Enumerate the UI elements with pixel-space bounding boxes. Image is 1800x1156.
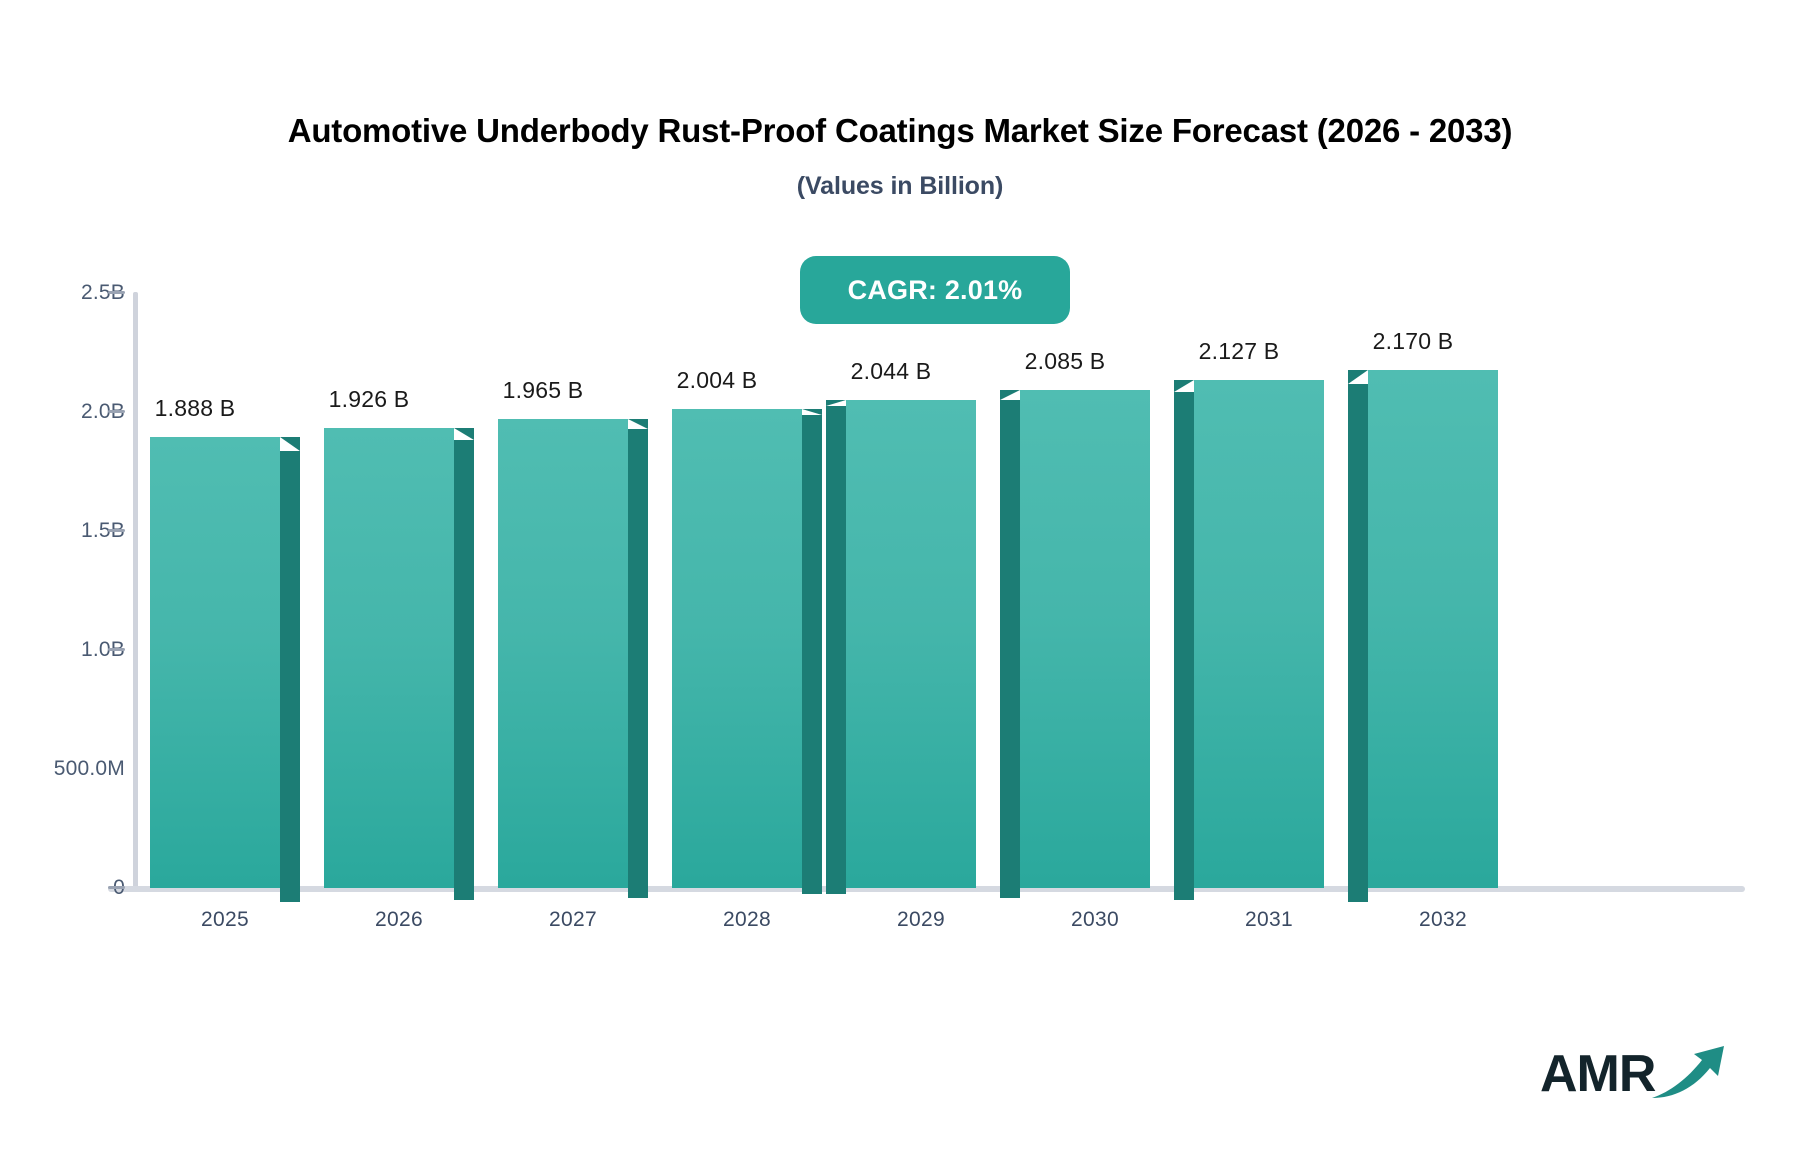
bar-side-face: [1174, 392, 1194, 900]
y-axis-tick-mark: [108, 648, 125, 651]
bar-value-label: 1.965 B: [502, 377, 584, 403]
bar-front-face: [324, 428, 454, 888]
bar-value-label: 2.085 B: [1024, 348, 1106, 374]
x-axis-tick-2031: 2031: [1245, 908, 1293, 931]
bar-side-face: [802, 415, 822, 894]
bar-front-face: [1368, 370, 1498, 888]
bar-side-face: [826, 406, 846, 894]
x-axis-tick-2025: 2025: [201, 908, 249, 931]
y-axis-tick-label: 500.0M: [53, 757, 125, 780]
bar-2032[interactable]: [1348, 370, 1498, 902]
y-axis-tick-label: 0: [0, 876, 125, 899]
bar-front-face: [1194, 380, 1324, 888]
bar-2026[interactable]: [324, 428, 474, 900]
x-axis-tick-2030: 2030: [1071, 908, 1119, 931]
bar-2029[interactable]: [826, 400, 976, 894]
y-axis-tick-mark: [108, 886, 125, 889]
bar-2027[interactable]: [498, 419, 648, 898]
bar-front-face: [498, 419, 628, 888]
y-axis-tick-mark: [108, 291, 125, 294]
y-axis-tick-label: 2.5B: [81, 281, 125, 304]
bar-2030[interactable]: [1000, 390, 1150, 898]
y-axis-tick-label: 1.5B: [81, 519, 125, 542]
y-axis-tick-mark: [108, 529, 125, 532]
bar-value-label: 2.127 B: [1198, 338, 1280, 364]
amr-logo-text: AMR: [1540, 1045, 1656, 1103]
bar-top-bevel: [280, 437, 300, 451]
x-axis-tick-2029: 2029: [897, 908, 945, 931]
cagr-badge: CAGR: 2.01%: [800, 256, 1070, 324]
x-axis-line: [108, 886, 1745, 892]
bar-2031[interactable]: [1174, 380, 1324, 900]
chart-title: Automotive Underbody Rust-Proof Coatings…: [287, 112, 1513, 149]
bar-top-bevel: [1348, 370, 1368, 384]
bar-top-bevel: [1174, 380, 1194, 392]
bar-side-face: [1348, 384, 1368, 902]
bar-value-label: 1.888 B: [154, 395, 236, 421]
bar-value-label: 1.926 B: [328, 386, 410, 412]
bar-side-face: [628, 429, 648, 898]
bar-top-bevel: [802, 409, 822, 415]
bar-front-face: [150, 437, 280, 888]
chart-subtitle: (Values in Billion): [796, 172, 1004, 200]
bar-front-face: [846, 400, 976, 888]
bar-value-label: 2.004 B: [676, 367, 758, 393]
x-axis-tick-2028: 2028: [723, 908, 771, 931]
amr-logo: AMR: [1540, 1038, 1730, 1110]
y-axis-tick-mark: [108, 410, 125, 413]
bar-top-bevel: [1000, 390, 1020, 400]
bar-top-bevel: [628, 419, 648, 429]
bar-top-bevel: [826, 400, 846, 406]
bar-front-face: [672, 409, 802, 888]
bar-front-face: [1020, 390, 1150, 888]
bar-side-face: [1000, 400, 1020, 898]
bar-2028[interactable]: [672, 409, 822, 894]
x-axis-tick-2027: 2027: [549, 908, 597, 931]
bar-value-label: 2.044 B: [850, 358, 932, 384]
bar-value-label: 2.170 B: [1372, 328, 1454, 354]
bar-side-face: [454, 440, 474, 900]
bar-top-bevel: [454, 428, 474, 440]
bar-2025[interactable]: [150, 437, 300, 902]
x-axis-tick-2026: 2026: [375, 908, 423, 931]
growth-arrow-icon: [1652, 1046, 1724, 1098]
y-axis-tick-label: 2.0B: [81, 400, 125, 423]
y-axis-tick-label: 1.0B: [81, 638, 125, 661]
y-axis-line: [133, 292, 138, 889]
bar-side-face: [280, 451, 300, 902]
x-axis-tick-2032: 2032: [1419, 908, 1467, 931]
